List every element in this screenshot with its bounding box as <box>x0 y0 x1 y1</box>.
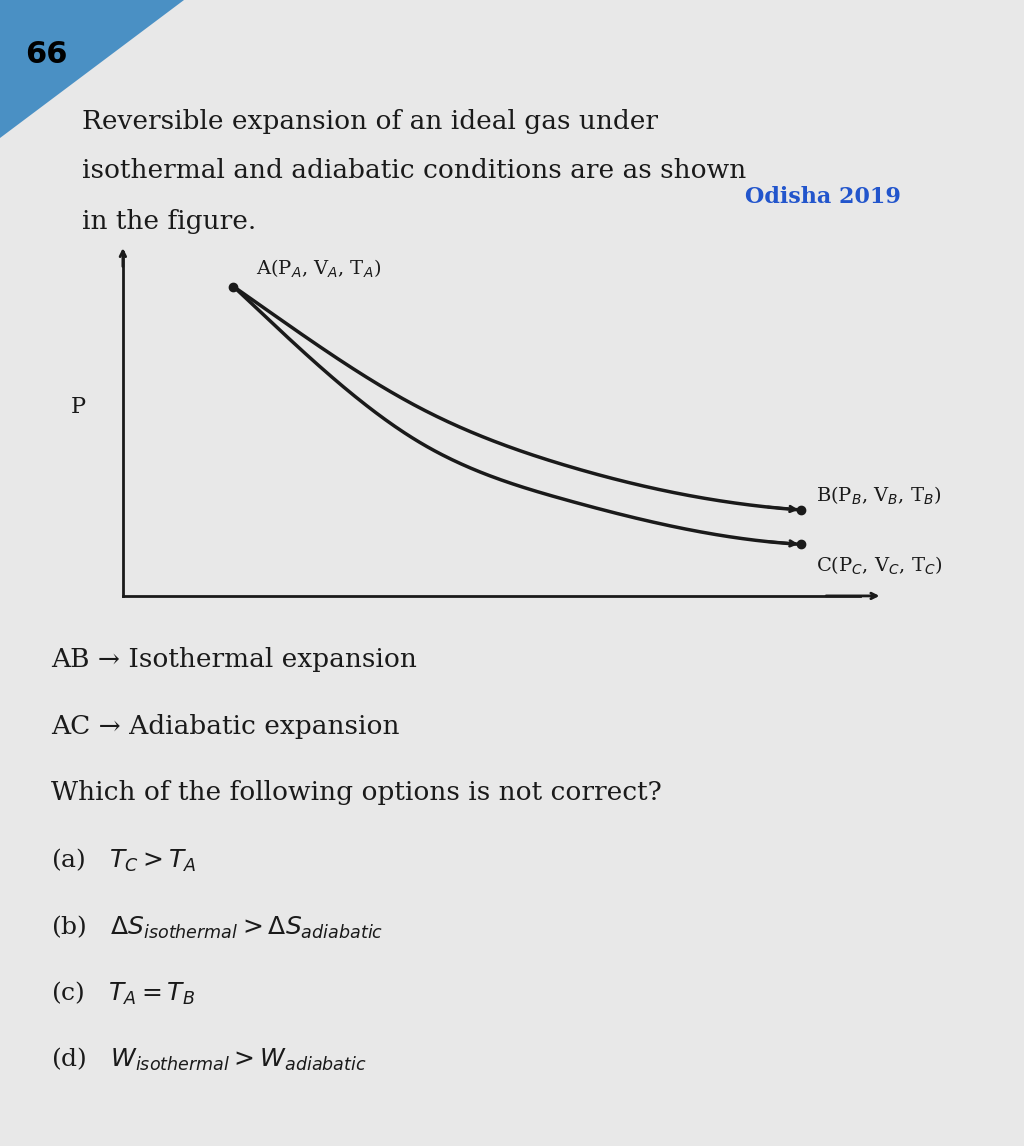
Text: B(P$_B$, V$_B$, T$_B$): B(P$_B$, V$_B$, T$_B$) <box>816 485 941 507</box>
Text: Which of the following options is not correct?: Which of the following options is not co… <box>51 780 662 806</box>
Text: (c)   $T_A = T_B$: (c) $T_A = T_B$ <box>51 980 196 1007</box>
Text: AC → Adiabatic expansion: AC → Adiabatic expansion <box>51 714 399 739</box>
Text: Odisha 2019: Odisha 2019 <box>745 186 901 207</box>
Text: C(P$_C$, V$_C$, T$_C$): C(P$_C$, V$_C$, T$_C$) <box>816 555 942 576</box>
Polygon shape <box>0 0 184 138</box>
Text: (a)   $T_C > T_A$: (a) $T_C > T_A$ <box>51 847 197 874</box>
Text: (b)   $\Delta S_{isothermal} > \Delta S_{adiabatic}$: (b) $\Delta S_{isothermal} > \Delta S_{a… <box>51 913 383 941</box>
Text: in the figure.: in the figure. <box>82 209 256 234</box>
Text: V: V <box>225 579 244 602</box>
Text: A(P$_A$, V$_A$, T$_A$): A(P$_A$, V$_A$, T$_A$) <box>256 258 381 280</box>
Text: 66: 66 <box>26 40 69 69</box>
Text: Reversible expansion of an ideal gas under: Reversible expansion of an ideal gas und… <box>82 109 657 134</box>
Text: (d)   $W_{isothermal} > W_{adiabatic}$: (d) $W_{isothermal} > W_{adiabatic}$ <box>51 1046 367 1074</box>
Text: isothermal and adiabatic conditions are as shown: isothermal and adiabatic conditions are … <box>82 158 746 183</box>
Text: AB → Isothermal expansion: AB → Isothermal expansion <box>51 647 417 673</box>
Text: P: P <box>71 395 86 418</box>
